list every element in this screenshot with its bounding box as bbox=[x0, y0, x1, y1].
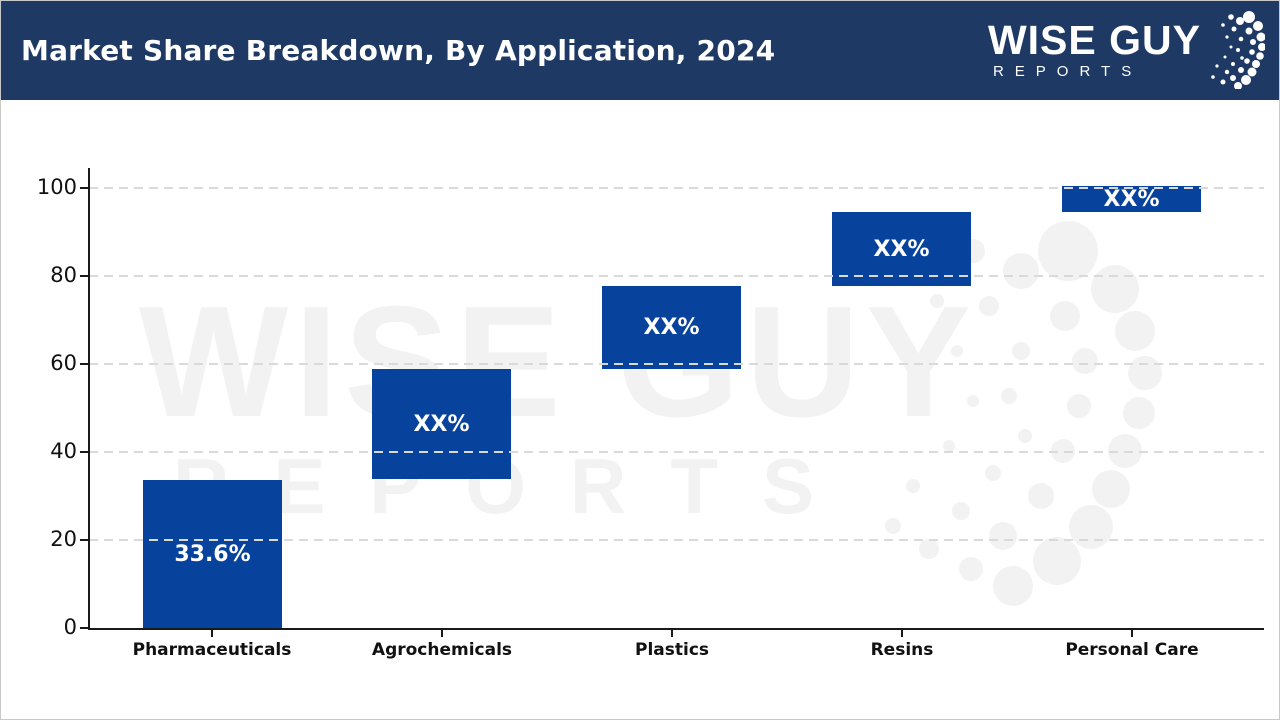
x-tick-mark bbox=[1131, 630, 1133, 637]
bar-value-label: XX% bbox=[413, 411, 470, 437]
gridline-40 bbox=[89, 451, 1264, 453]
header-bar: Market Share Breakdown, By Application, … bbox=[1, 1, 1279, 100]
y-tick-label: 60 bbox=[50, 351, 77, 375]
y-tick-label: 0 bbox=[63, 615, 77, 639]
dotted-face-icon bbox=[1211, 11, 1265, 89]
bar-resins: XX% bbox=[832, 212, 971, 286]
x-tick-mark bbox=[211, 630, 213, 637]
logo-wordmark: WISE GUY bbox=[987, 17, 1201, 63]
y-tick-mark bbox=[80, 451, 88, 453]
x-tick-mark bbox=[901, 630, 903, 637]
y-tick-mark bbox=[80, 539, 88, 541]
x-category-label: Plastics bbox=[634, 640, 710, 660]
x-category-label: Resins bbox=[870, 640, 934, 660]
y-tick-mark bbox=[80, 187, 88, 189]
x-tick-mark bbox=[671, 630, 673, 637]
x-category-label: Agrochemicals bbox=[371, 640, 513, 660]
bar-plastics: XX% bbox=[602, 286, 741, 369]
y-axis-line bbox=[88, 168, 90, 629]
watermark-wordmark: WISE GUY bbox=[139, 274, 978, 450]
bar-value-label: XX% bbox=[873, 236, 930, 262]
brand-logo: WISE GUY REPORTS bbox=[988, 9, 1265, 89]
y-tick-label: 20 bbox=[50, 527, 77, 551]
bar-value-label: XX% bbox=[643, 315, 700, 340]
x-tick-mark bbox=[441, 630, 443, 637]
bar-pharmaceuticals: 33.6% bbox=[143, 480, 282, 628]
y-tick-label: 80 bbox=[50, 263, 77, 287]
y-tick-label: 40 bbox=[50, 439, 77, 463]
y-tick-label: 100 bbox=[36, 175, 77, 199]
logo-subtext: REPORTS bbox=[992, 63, 1143, 80]
x-category-label: Personal Care bbox=[1065, 640, 1199, 660]
x-axis-line bbox=[88, 628, 1264, 630]
brand-logo-text: WISE GUY REPORTS bbox=[988, 18, 1201, 80]
y-tick-mark bbox=[80, 627, 88, 629]
bar-agrochemicals: XX% bbox=[372, 369, 511, 479]
bar-personal-care: XX% bbox=[1062, 186, 1201, 212]
bar-value-label: 33.6% bbox=[174, 541, 251, 567]
y-tick-mark bbox=[80, 363, 88, 365]
y-tick-mark bbox=[80, 275, 88, 277]
page-title: Market Share Breakdown, By Application, … bbox=[21, 34, 776, 67]
bar-value-label: XX% bbox=[1103, 186, 1160, 212]
gridline-80 bbox=[89, 275, 1264, 277]
x-category-label: Pharmaceuticals bbox=[132, 640, 292, 660]
